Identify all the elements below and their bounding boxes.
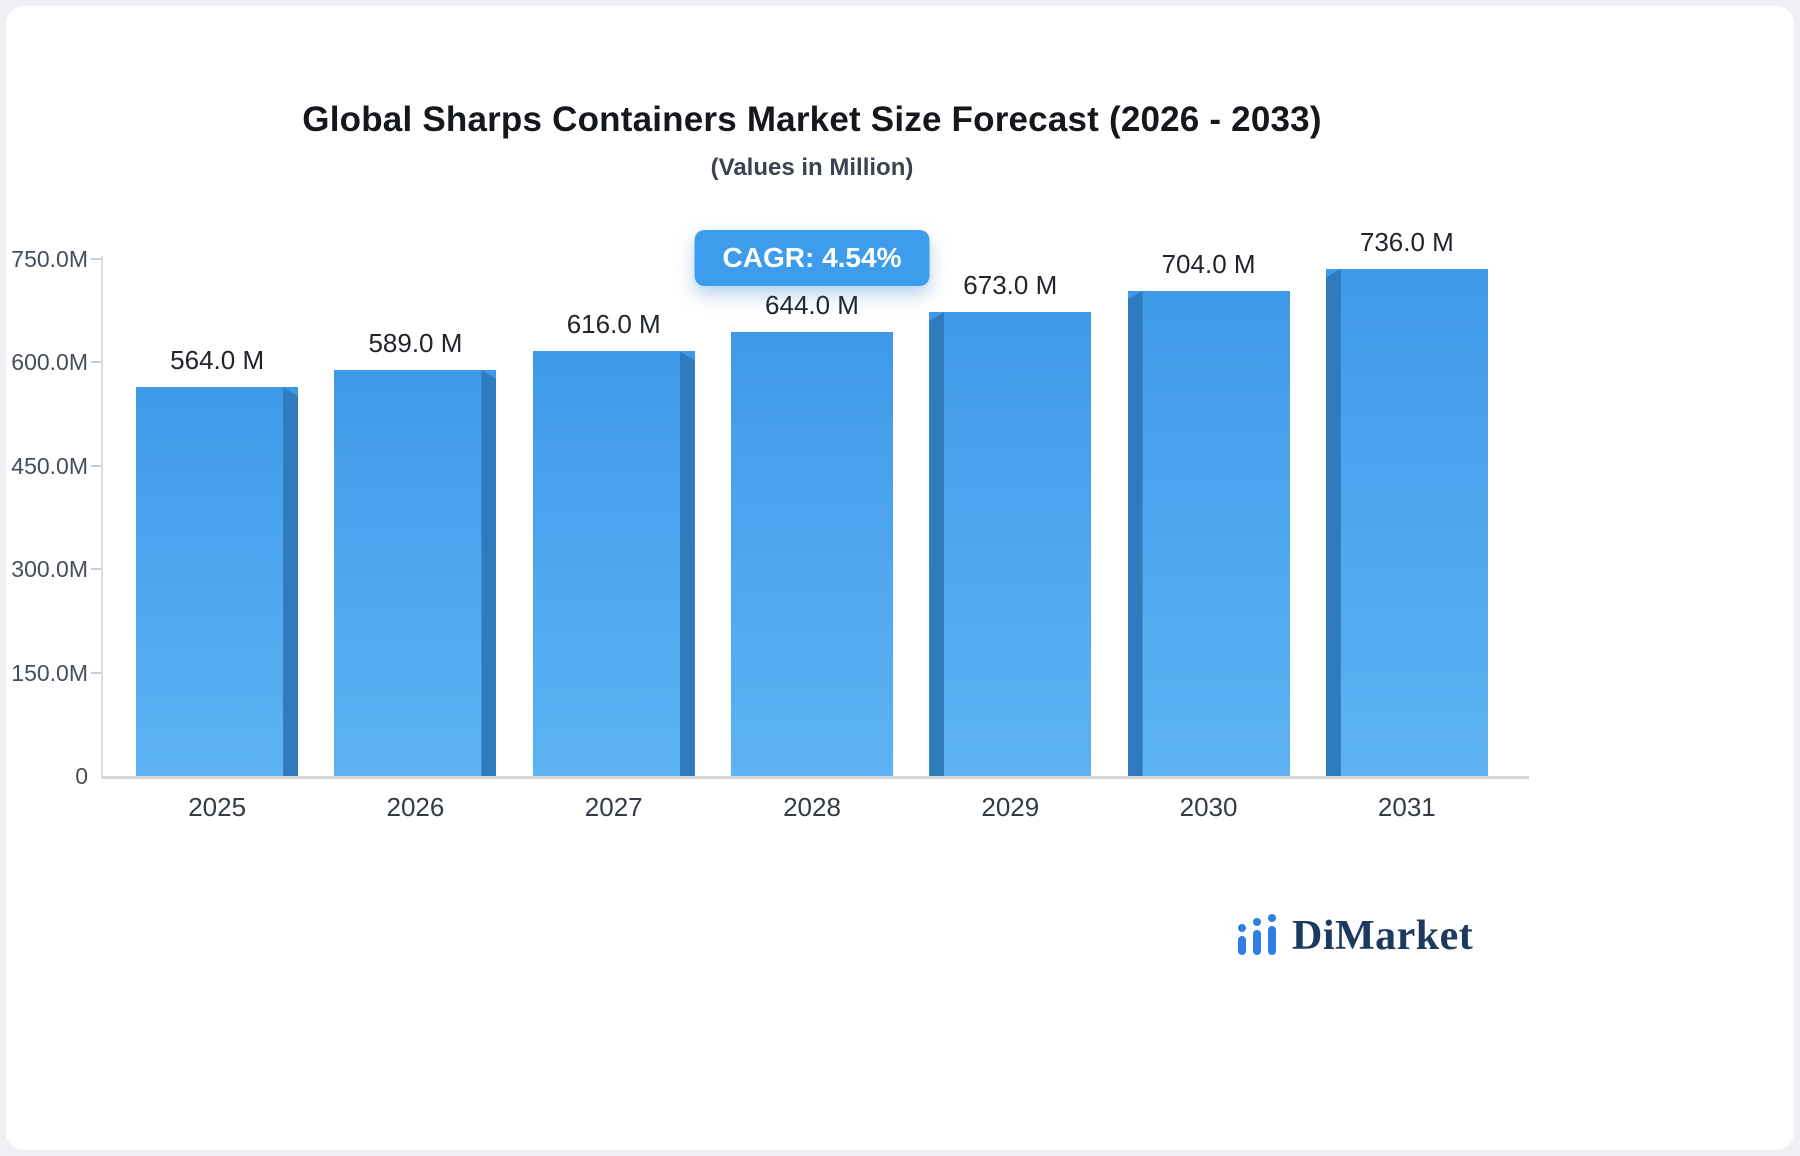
y-axis-tick — [91, 568, 101, 571]
x-axis-label: 2027 — [584, 792, 643, 822]
x-axis-label: 2031 — [1377, 792, 1436, 822]
x-axis-line — [101, 776, 1529, 779]
y-axis-line — [101, 256, 103, 776]
bar — [929, 312, 1092, 776]
x-axis-label: 2030 — [1179, 792, 1238, 822]
brand-logo: DiMarket — [1234, 912, 1473, 960]
y-axis-tick — [91, 361, 101, 364]
bar-value-label: 673.0 M — [963, 270, 1058, 301]
y-axis-tick — [91, 258, 101, 260]
bar-side-face — [481, 369, 497, 776]
chart-card: Global Sharps Containers Market Size For… — [6, 6, 1794, 1150]
y-axis-tick-label: 300.0M — [11, 556, 88, 583]
bar — [1325, 268, 1488, 776]
bar-value-label: 564.0 M — [170, 345, 265, 376]
y-axis-tick-label: 0 — [75, 763, 88, 789]
bar-value-label: 616.0 M — [566, 309, 661, 340]
y-axis-tick — [91, 464, 101, 467]
chart-subtitle: (Values in Million) — [710, 154, 914, 181]
bar — [731, 332, 893, 776]
bar-chart: 0 150.0M 300.0M 450.0M 600.0M 750.0M 564.0 M 20… — [6, 6, 1794, 1150]
bar-side-face — [929, 312, 945, 776]
bar-chart-icon — [1238, 914, 1276, 955]
y-axis-tick-label: 750.0M — [11, 246, 88, 272]
bar-value-label: 736.0 M — [1359, 226, 1454, 257]
y-axis-tick — [91, 671, 101, 674]
bar — [532, 351, 695, 776]
x-axis-label: 2028 — [783, 792, 841, 822]
bar-side-face — [1325, 268, 1341, 776]
bar-value-label: 589.0 M — [368, 327, 463, 358]
bar-side-face — [283, 387, 299, 776]
bar-side-face — [1127, 290, 1143, 776]
x-axis-label: 2025 — [188, 792, 247, 822]
cagr-badge: CAGR: 4.54% — [694, 230, 930, 286]
bar — [136, 387, 299, 776]
y-axis-tick-label: 150.0M — [11, 659, 88, 686]
bar — [1127, 290, 1290, 776]
bar-side-face — [679, 351, 695, 776]
bar — [334, 369, 497, 776]
bar-value-label: 704.0 M — [1161, 248, 1256, 279]
chart-title: Global Sharps Containers Market Size For… — [302, 100, 1322, 139]
bar-value-label: 644.0 M — [765, 290, 859, 321]
y-axis-tick-label: 600.0M — [11, 349, 88, 376]
x-axis-label: 2029 — [981, 792, 1040, 822]
x-axis-label: 2026 — [386, 792, 445, 822]
brand-name: DiMarket — [1292, 913, 1474, 959]
y-axis-tick-label: 450.0M — [11, 452, 88, 479]
